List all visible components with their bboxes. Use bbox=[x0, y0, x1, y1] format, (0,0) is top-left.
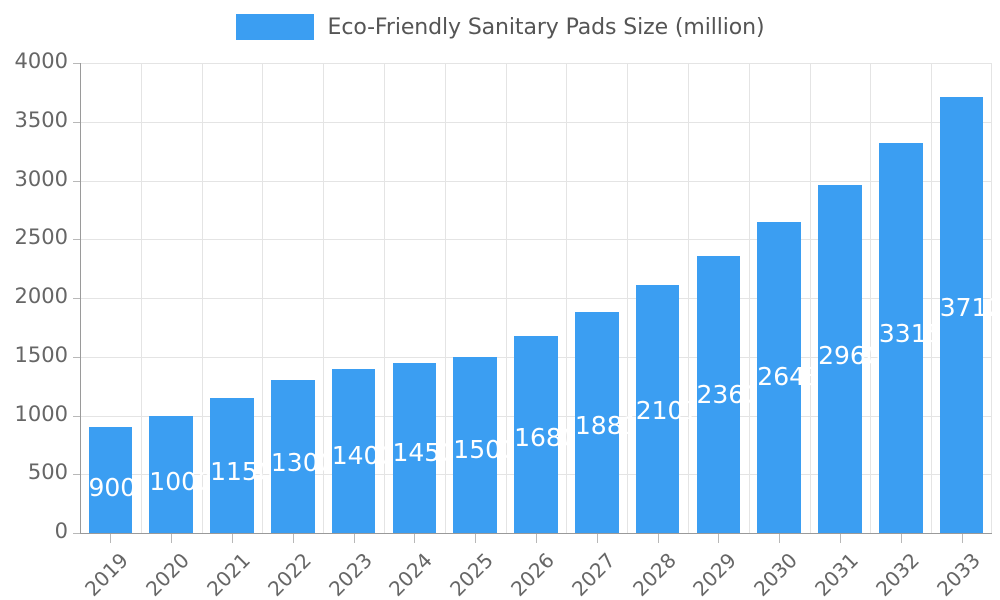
x-tick-mark bbox=[292, 534, 294, 543]
y-tick-mark bbox=[73, 298, 80, 299]
x-tick-label: 2032 bbox=[870, 548, 924, 600]
x-tick-mark bbox=[840, 534, 841, 543]
bar[interactable] bbox=[88, 427, 133, 533]
x-tick-mark bbox=[353, 534, 355, 543]
y-tick-mark bbox=[73, 533, 80, 534]
x-tick-label: 2027 bbox=[566, 548, 620, 600]
y-tick-mark bbox=[73, 356, 80, 358]
x-tick-mark bbox=[475, 534, 477, 543]
y-axis-line bbox=[80, 63, 81, 534]
y-tick-label: 1500 bbox=[14, 342, 68, 367]
x-tick-mark bbox=[779, 534, 781, 543]
x-tick-label: 2026 bbox=[506, 548, 559, 600]
bar[interactable] bbox=[392, 362, 437, 533]
y-tick-label: 3500 bbox=[14, 107, 68, 132]
y-tick-label: 500 bbox=[27, 460, 68, 485]
bar[interactable] bbox=[331, 368, 376, 533]
y-gridline bbox=[80, 239, 992, 241]
x-tick-label: 2020 bbox=[141, 548, 195, 600]
y-tick-mark bbox=[73, 474, 80, 476]
x-gridline bbox=[444, 63, 446, 533]
x-tick-label: 2023 bbox=[323, 548, 377, 600]
y-tick-mark bbox=[73, 239, 80, 241]
x-tick-label: 2028 bbox=[627, 548, 681, 600]
x-tick-label: 2024 bbox=[384, 548, 438, 600]
bar[interactable] bbox=[757, 222, 802, 533]
x-tick-mark bbox=[110, 534, 112, 543]
x-tick-mark bbox=[171, 534, 173, 543]
x-gridline bbox=[688, 63, 689, 533]
bar[interactable] bbox=[210, 397, 254, 533]
y-gridline bbox=[80, 63, 992, 64]
x-tick-mark bbox=[536, 534, 537, 543]
bar[interactable] bbox=[939, 96, 984, 533]
x-tick-mark bbox=[718, 534, 720, 543]
y-tick-label: 0 bbox=[54, 519, 68, 543]
bar[interactable] bbox=[818, 185, 862, 533]
x-gridline bbox=[809, 63, 811, 533]
y-tick-label: 3000 bbox=[14, 166, 68, 191]
plot-area: 900 1000 1150 1300 1400 1450 1500 1680 1881 2107 2… bbox=[80, 63, 1000, 534]
y-tick-label: 2500 bbox=[14, 225, 68, 250]
x-gridline bbox=[870, 63, 872, 533]
legend-color-swatch bbox=[235, 14, 314, 40]
y-tick-label: 2000 bbox=[14, 284, 68, 308]
x-gridline bbox=[384, 63, 385, 533]
x-gridline bbox=[505, 63, 507, 533]
x-gridline bbox=[627, 63, 629, 533]
y-tick-label: 4000 bbox=[14, 49, 68, 73]
bar[interactable] bbox=[453, 356, 498, 533]
x-gridline bbox=[566, 63, 568, 533]
x-gridline bbox=[201, 63, 203, 533]
y-tick-mark bbox=[73, 180, 80, 182]
y-gridline bbox=[80, 180, 992, 182]
bar[interactable] bbox=[696, 255, 741, 533]
x-tick-label: 2022 bbox=[262, 548, 316, 600]
bar[interactable] bbox=[514, 335, 558, 533]
x-gridline bbox=[323, 63, 325, 533]
legend-label: Eco-Friendly Sanitary Pads Size (million… bbox=[327, 14, 765, 40]
bar[interactable] bbox=[574, 311, 619, 533]
x-tick-label: 2033 bbox=[931, 548, 985, 600]
bar[interactable] bbox=[878, 143, 923, 533]
bar[interactable] bbox=[149, 415, 194, 533]
x-tick-label: 2019 bbox=[80, 548, 134, 600]
bar[interactable] bbox=[635, 285, 680, 533]
y-gridline bbox=[80, 298, 992, 299]
x-gridline bbox=[991, 63, 992, 533]
x-tick-label: 2031 bbox=[810, 548, 863, 600]
bar[interactable] bbox=[270, 380, 315, 533]
x-tick-label: 2030 bbox=[749, 548, 803, 600]
y-gridline bbox=[80, 121, 992, 123]
x-tick-mark bbox=[961, 534, 963, 543]
x-tick-mark bbox=[232, 534, 233, 543]
x-tick-mark bbox=[596, 534, 598, 543]
x-gridline bbox=[931, 63, 933, 533]
y-tick-mark bbox=[73, 121, 80, 123]
x-tick-label: 2021 bbox=[202, 548, 255, 600]
x-tick-label: 2025 bbox=[445, 548, 499, 600]
x-axis-line bbox=[80, 533, 992, 534]
x-tick-mark bbox=[657, 534, 659, 543]
x-tick-label: 2029 bbox=[688, 548, 742, 600]
y-tick-mark bbox=[73, 63, 80, 64]
y-tick-mark bbox=[73, 415, 80, 417]
x-tick-mark bbox=[900, 534, 902, 543]
chart-legend: Eco-Friendly Sanitary Pads Size (million… bbox=[0, 14, 1000, 40]
x-gridline bbox=[748, 63, 750, 533]
x-gridline bbox=[262, 63, 264, 533]
y-tick-label: 1000 bbox=[14, 401, 68, 426]
x-gridline bbox=[140, 63, 142, 533]
x-tick-mark bbox=[414, 534, 416, 543]
